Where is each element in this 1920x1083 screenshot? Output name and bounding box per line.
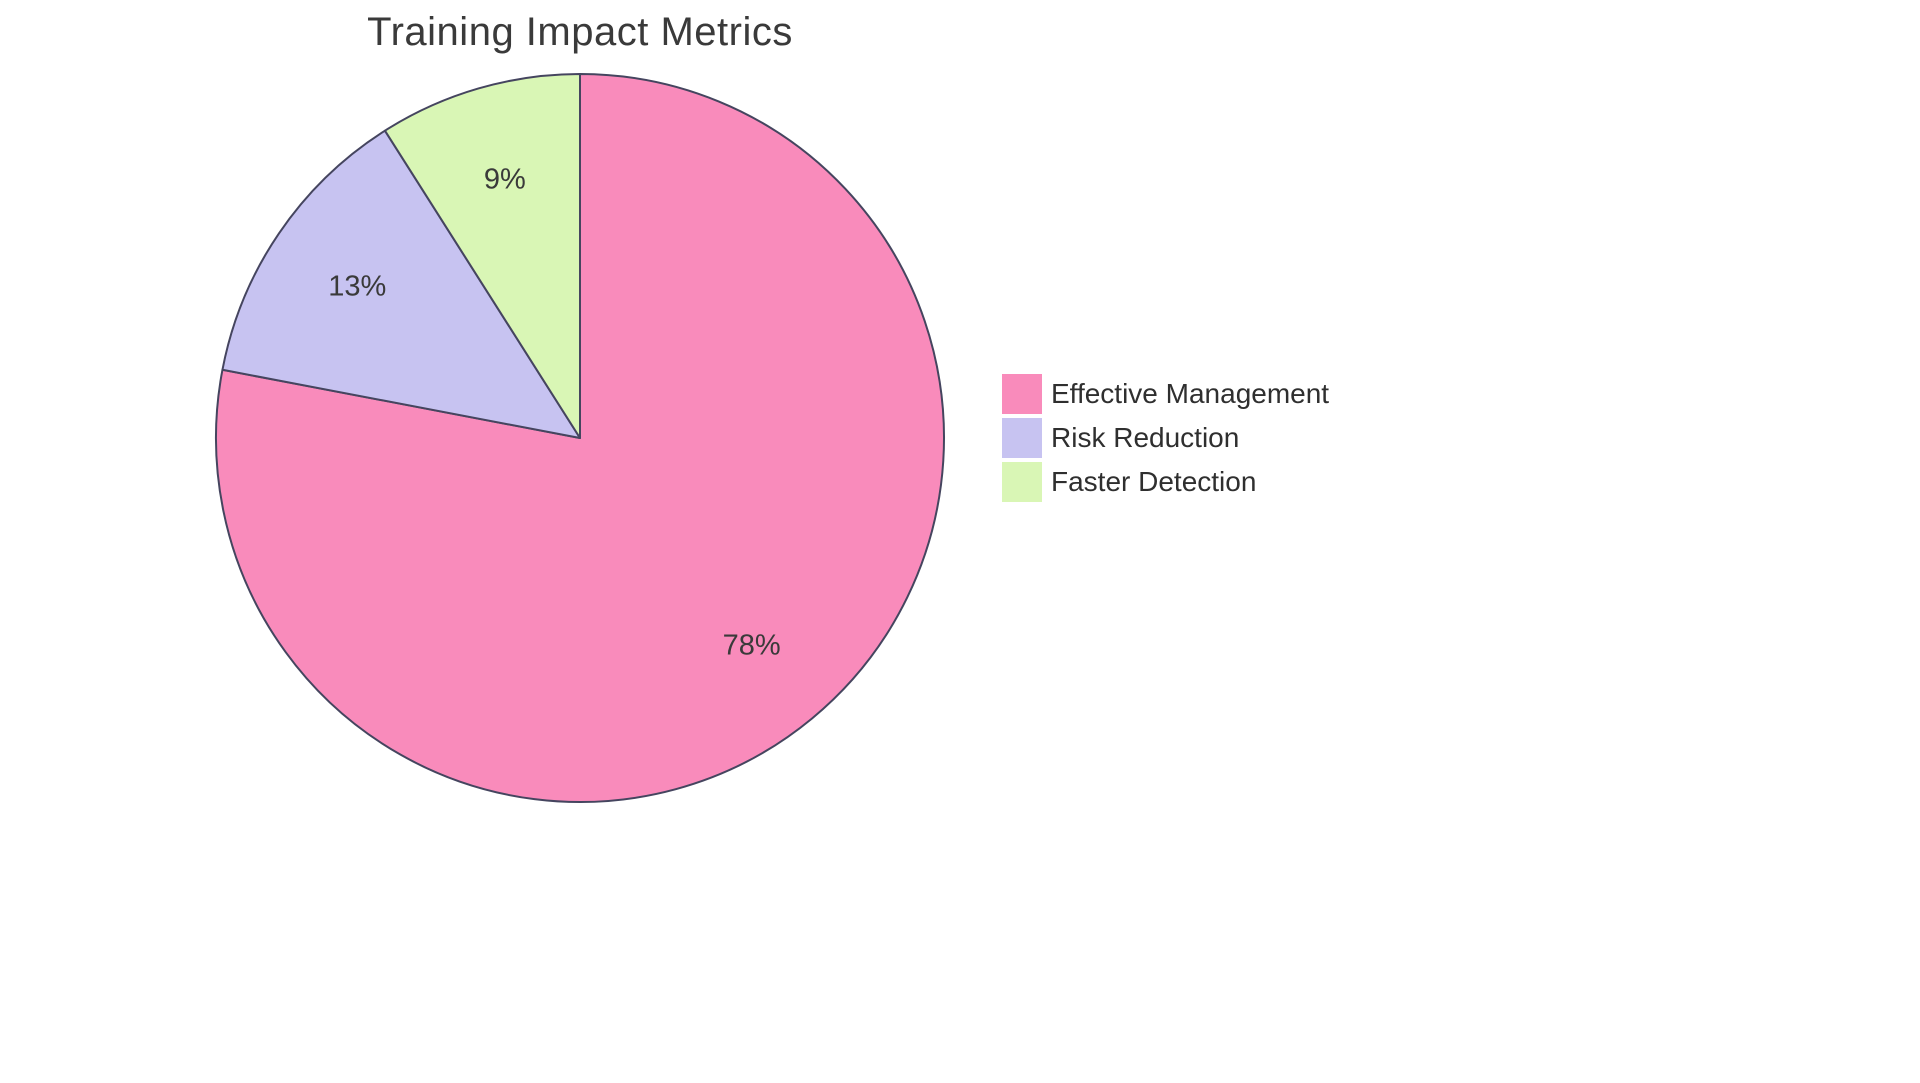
legend-swatch-risk-reduction [1002, 418, 1042, 458]
legend-item-faster-detection: Faster Detection [1002, 462, 1329, 502]
pie-percent-label: 9% [484, 163, 526, 195]
legend-label: Risk Reduction [1051, 422, 1240, 453]
legend-swatch-effective-management [1002, 374, 1042, 414]
legend: Effective Management Risk Reduction Fast… [1002, 374, 1329, 502]
chart-title: Training Impact Metrics [367, 10, 793, 54]
legend-label: Effective Management [1051, 378, 1330, 409]
legend-item-effective-management: Effective Management [1002, 374, 1329, 414]
pie-percent-label: 78% [723, 630, 781, 662]
pie-slice-risk-reduction [221, 129, 581, 439]
pie-percent-label: 13% [328, 271, 386, 303]
pie-slice-faster-detection [383, 73, 581, 439]
legend-swatch-faster-detection [1002, 462, 1042, 502]
legend-item-risk-reduction: Risk Reduction [1002, 418, 1329, 458]
legend-label: Faster Detection [1051, 466, 1257, 497]
